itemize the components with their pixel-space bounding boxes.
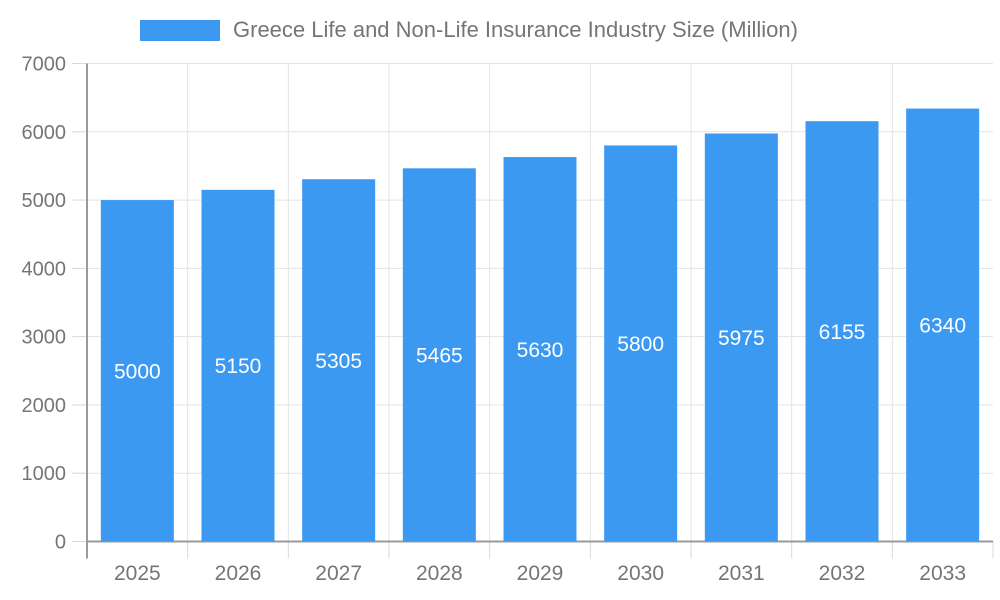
y-axis-tick-label: 5000 (22, 190, 67, 212)
x-axis-tick-label: 2027 (315, 562, 362, 585)
x-axis-tick-label: 2033 (919, 562, 966, 585)
bar-value-label: 5150 (215, 355, 262, 378)
y-axis-tick-label: 0 (55, 532, 66, 554)
bar-value-label: 6155 (819, 321, 866, 344)
legend-label: Greece Life and Non-Life Insurance Indus… (233, 17, 798, 42)
bar-2033[interactable] (906, 108, 980, 542)
bar-value-label: 5000 (114, 360, 161, 383)
bar-2026[interactable] (201, 189, 275, 542)
bar-2028[interactable] (402, 168, 476, 542)
x-axis-tick-label: 2030 (617, 562, 664, 585)
bar-value-label: 5630 (517, 339, 564, 362)
bar-value-label: 5305 (315, 350, 362, 373)
x-axis-tick-label: 2026 (215, 562, 262, 585)
y-axis-tick-label: 2000 (22, 395, 67, 417)
x-axis-tick-label: 2031 (718, 562, 765, 585)
x-axis-tick-label: 2029 (517, 562, 564, 585)
bar-2025[interactable] (100, 200, 174, 542)
bar-value-label: 5465 (416, 344, 463, 367)
bar-2030[interactable] (604, 145, 678, 542)
x-axis-tick-label: 2025 (114, 562, 161, 585)
legend: Greece Life and Non-Life Insurance Indus… (140, 17, 798, 43)
y-axis-tick-label: 4000 (22, 258, 67, 280)
legend-swatch (140, 19, 220, 41)
bar-2027[interactable] (302, 179, 376, 542)
y-axis-tick-label: 3000 (22, 327, 67, 349)
y-axis-tick-label: 6000 (22, 122, 67, 144)
bar-2029[interactable] (503, 157, 577, 542)
x-axis-tick-label: 2032 (819, 562, 866, 585)
x-axis-tick-label: 2028 (416, 562, 463, 585)
y-axis-tick-label: 7000 (22, 54, 67, 76)
bar-2032[interactable] (805, 121, 879, 542)
bar-value-label: 5800 (617, 333, 664, 356)
bar-value-label: 5975 (718, 327, 765, 350)
y-axis-tick-label: 1000 (22, 463, 67, 485)
bar-value-label: 6340 (919, 315, 966, 338)
bar-2031[interactable] (704, 133, 778, 542)
